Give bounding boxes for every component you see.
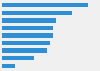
Bar — [2, 48, 47, 53]
Bar — [2, 33, 53, 38]
Bar — [2, 56, 34, 60]
Bar — [2, 11, 72, 15]
Bar — [2, 18, 56, 23]
Bar — [2, 64, 15, 68]
Bar — [2, 3, 88, 7]
Bar — [2, 26, 53, 30]
Bar — [2, 41, 50, 45]
